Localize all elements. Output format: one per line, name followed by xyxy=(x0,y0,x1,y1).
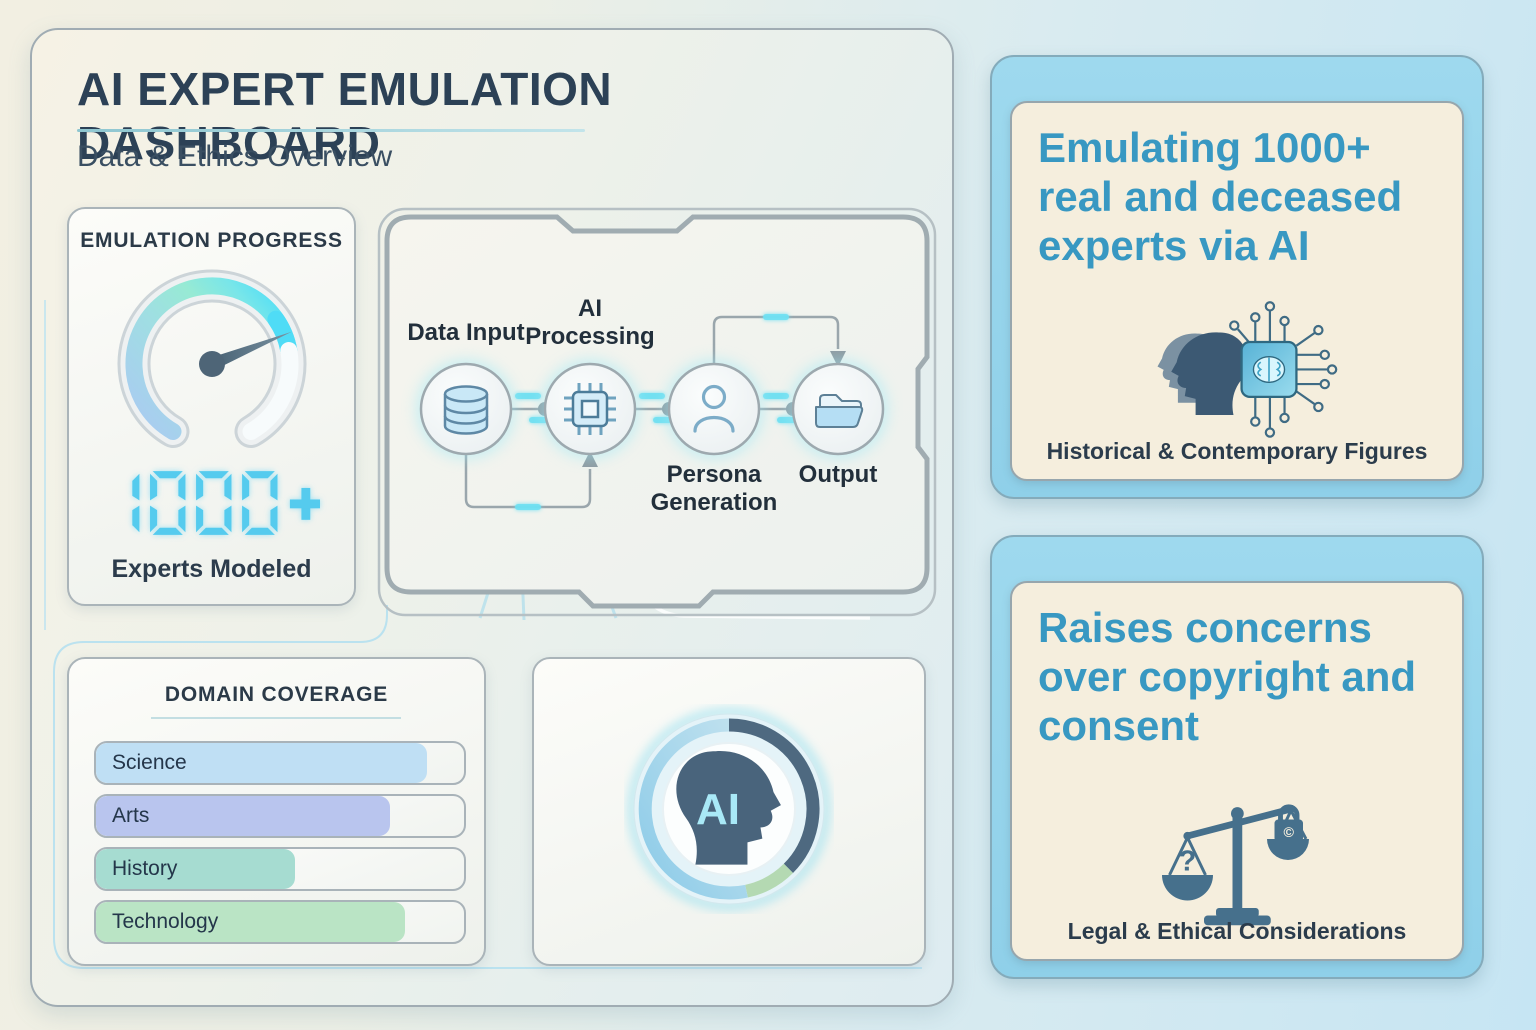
ai-head-emblem: AI xyxy=(624,704,834,919)
bar-row-science: Science xyxy=(94,741,466,785)
progress-gauge xyxy=(92,261,332,471)
dashboard-panel: AI EXPERT EMULATION DASHBOARD Data & Eth… xyxy=(30,28,954,1007)
left-pan xyxy=(1162,875,1213,901)
domain-card-title: DOMAIN COVERAGE xyxy=(164,683,389,706)
insight-caption-legal: Legal & Ethical Considerations xyxy=(1067,918,1407,944)
copyright-glyph: © xyxy=(1284,825,1295,841)
question-mark-glyph: ? xyxy=(1179,846,1196,878)
bar-label-history: History xyxy=(112,857,178,880)
chip-icon xyxy=(564,383,616,435)
digital-count xyxy=(131,471,322,535)
ai-badge-card: AI xyxy=(532,657,926,966)
insight-heading-emulation: Emulating 1000+ real and deceased expert… xyxy=(1038,124,1403,270)
bar-row-arts: Arts xyxy=(94,794,466,838)
page-subtitle: Data & Ethics Overview xyxy=(77,140,393,173)
progress-card-title: EMULATION PROGRESS xyxy=(80,229,343,252)
left-pan-strings xyxy=(1168,836,1207,876)
folder-icon xyxy=(815,394,864,428)
emulation-progress-card: EMULATION PROGRESS xyxy=(67,207,356,606)
padlock-icon xyxy=(1274,819,1303,842)
bar-label-arts: Arts xyxy=(112,804,150,827)
insight-caption-figures: Historical & Contemporary Figures xyxy=(1046,438,1428,464)
bar-row-technology: Technology xyxy=(94,900,466,944)
flow-label-output: Output xyxy=(798,461,878,488)
domain-coverage-card: DOMAIN COVERAGE Science Arts History Tec… xyxy=(67,657,486,966)
progress-caption: Experts Modeled xyxy=(111,555,312,583)
process-flow-card: Data Input AI Processing Persona Generat… xyxy=(377,207,937,617)
flow-diagram xyxy=(377,207,937,617)
head-circuit-icon xyxy=(1012,289,1462,454)
insight-card-emulation: Emulating 1000+ real and deceased expert… xyxy=(990,55,1484,499)
flow-label-persona-generation: Persona Generation xyxy=(650,461,778,516)
gauge-fill-arc xyxy=(125,277,298,440)
scales-copyright-icon: ? © xyxy=(1012,791,1462,946)
page-title: AI EXPERT EMULATION DASHBOARD xyxy=(77,63,613,169)
domain-title-underline xyxy=(151,717,401,719)
flow-label-ai-processing: AI Processing xyxy=(525,295,655,350)
person-icon xyxy=(693,384,735,433)
bar-label-science: Science xyxy=(112,751,187,774)
flow-label-data-input: Data Input xyxy=(407,319,525,346)
bar-row-history: History xyxy=(94,847,466,891)
insight-card-emulation-body: Emulating 1000+ real and deceased expert… xyxy=(1010,101,1464,481)
right-pan xyxy=(1267,839,1309,860)
circuit-traces xyxy=(1229,301,1338,438)
gauge-needle xyxy=(209,331,292,370)
insight-card-concerns-body: Raises concerns over copyright and conse… xyxy=(1010,581,1464,961)
padlock-shackle xyxy=(1278,804,1300,820)
insight-heading-concerns: Raises concerns over copyright and conse… xyxy=(1038,604,1417,750)
gauge-hub xyxy=(199,351,225,377)
insight-card-concerns: Raises concerns over copyright and conse… xyxy=(990,535,1484,979)
title-underline xyxy=(77,129,585,132)
bar-label-technology: Technology xyxy=(112,910,219,933)
scale-base xyxy=(1204,915,1271,926)
ai-badge-label: AI xyxy=(696,785,740,834)
scale-beam xyxy=(1184,805,1295,840)
brain-icon xyxy=(1252,355,1286,383)
database-icon xyxy=(443,385,489,435)
scale-post xyxy=(1232,813,1243,911)
